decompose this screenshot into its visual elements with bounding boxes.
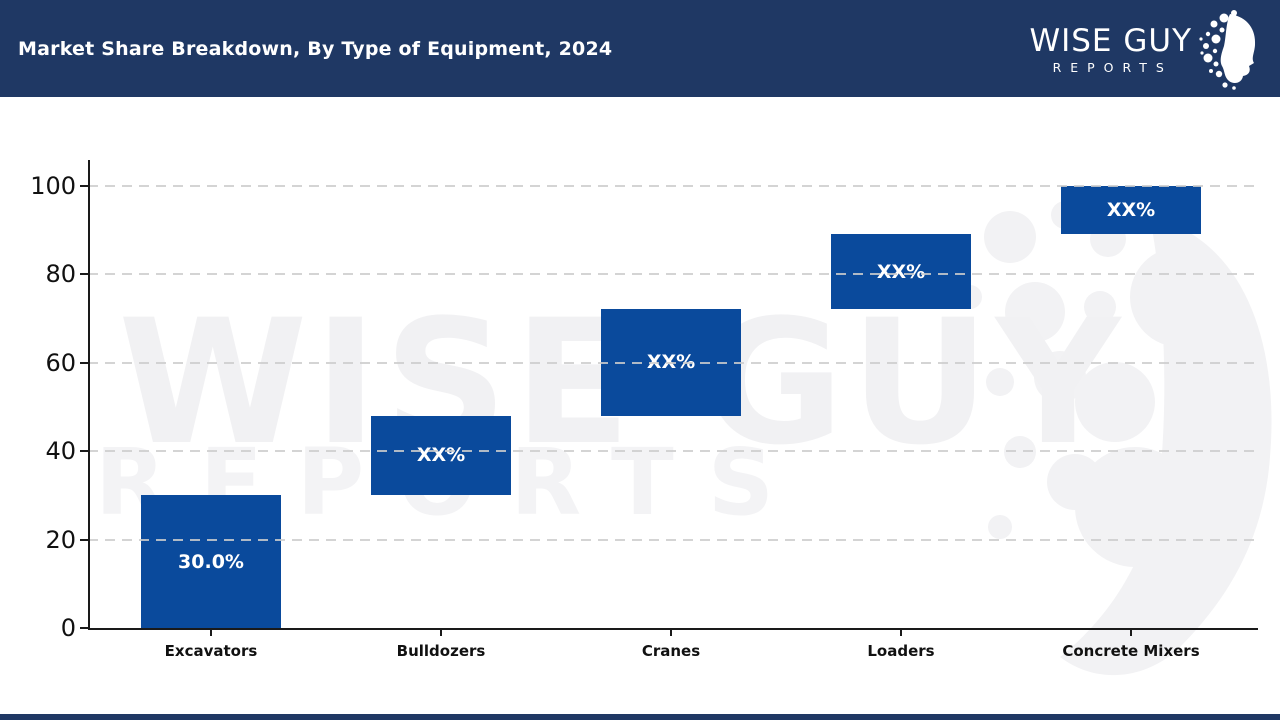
brand-logo: WISE GUY REPORTS: [1012, 8, 1262, 92]
brand-face-icon: [1199, 10, 1256, 90]
watermark-face-icon: [850, 177, 1280, 701]
x-axis-label-concrete-mixers: Concrete Mixers: [1062, 642, 1200, 660]
brand-name: WISE GUY: [1029, 22, 1192, 59]
gridline-y20: [88, 538, 1258, 541]
header-bar: Market Share Breakdown, By Type of Equip…: [0, 0, 1280, 97]
y-tick-label-20: 20: [45, 525, 76, 554]
x-tick-mark-4: [900, 628, 902, 636]
brand-subtitle: REPORTS: [1052, 59, 1173, 75]
x-tick-mark-2: [440, 628, 442, 636]
y-tick-label-60: 60: [45, 348, 76, 377]
y-tick-label-0: 0: [60, 614, 76, 642]
gridline-y80: [88, 273, 1258, 275]
y-tick-label-40: 40: [45, 437, 76, 465]
y-tick-label-100: 100: [30, 171, 76, 200]
x-axis-label-cranes: Cranes: [641, 642, 701, 660]
bar-value-label: 30.0%: [178, 550, 244, 573]
y-tick-mark-40: [80, 450, 88, 452]
y-tick-mark-80: [80, 273, 88, 275]
y-axis-line: [88, 160, 90, 630]
brand-text: WISE GUY REPORTS: [1029, 22, 1192, 75]
x-tick-mark-3: [670, 628, 672, 636]
bar-excavators: 30.0%: [141, 495, 281, 628]
y-tick-mark-20: [80, 538, 88, 541]
bar-loaders: XX%: [831, 234, 971, 310]
gridline-y40: [88, 450, 1258, 452]
y-tick-mark-0: [80, 627, 88, 629]
y-tick-label-80: 80: [45, 260, 76, 288]
x-axis-label-excavators: Excavators: [164, 642, 258, 660]
gridline-y60: [88, 361, 1258, 364]
page-title: Market Share Breakdown, By Type of Equip…: [18, 37, 613, 60]
gridline-y100: [88, 184, 1258, 187]
y-tick-mark-100: [80, 184, 88, 187]
bar-value-label: XX%: [1106, 198, 1156, 221]
plot-area: 30.0% XX% XX% XX% XX% 0 20 40 60 80 100 Excavators B…: [0, 97, 1280, 715]
x-axis-label-loaders: Loaders: [867, 642, 935, 660]
x-tick-mark-1: [210, 628, 212, 636]
bar-concrete-mixers: XX%: [1061, 185, 1201, 235]
bar-value-label: XX%: [876, 260, 926, 283]
bar-value-label: XX%: [416, 444, 466, 467]
y-tick-mark-60: [80, 361, 88, 364]
bar-bulldozers: XX%: [371, 415, 511, 496]
x-axis-label-bulldozers: Bulldozers: [396, 642, 486, 660]
x-tick-mark-5: [1130, 628, 1132, 636]
footer-bar: [0, 714, 1280, 720]
chart-canvas: WISE GUY REPORTS 30.0%XX%XX%XX%XX%020406…: [0, 97, 1280, 715]
x-axis-line: [88, 628, 1258, 630]
